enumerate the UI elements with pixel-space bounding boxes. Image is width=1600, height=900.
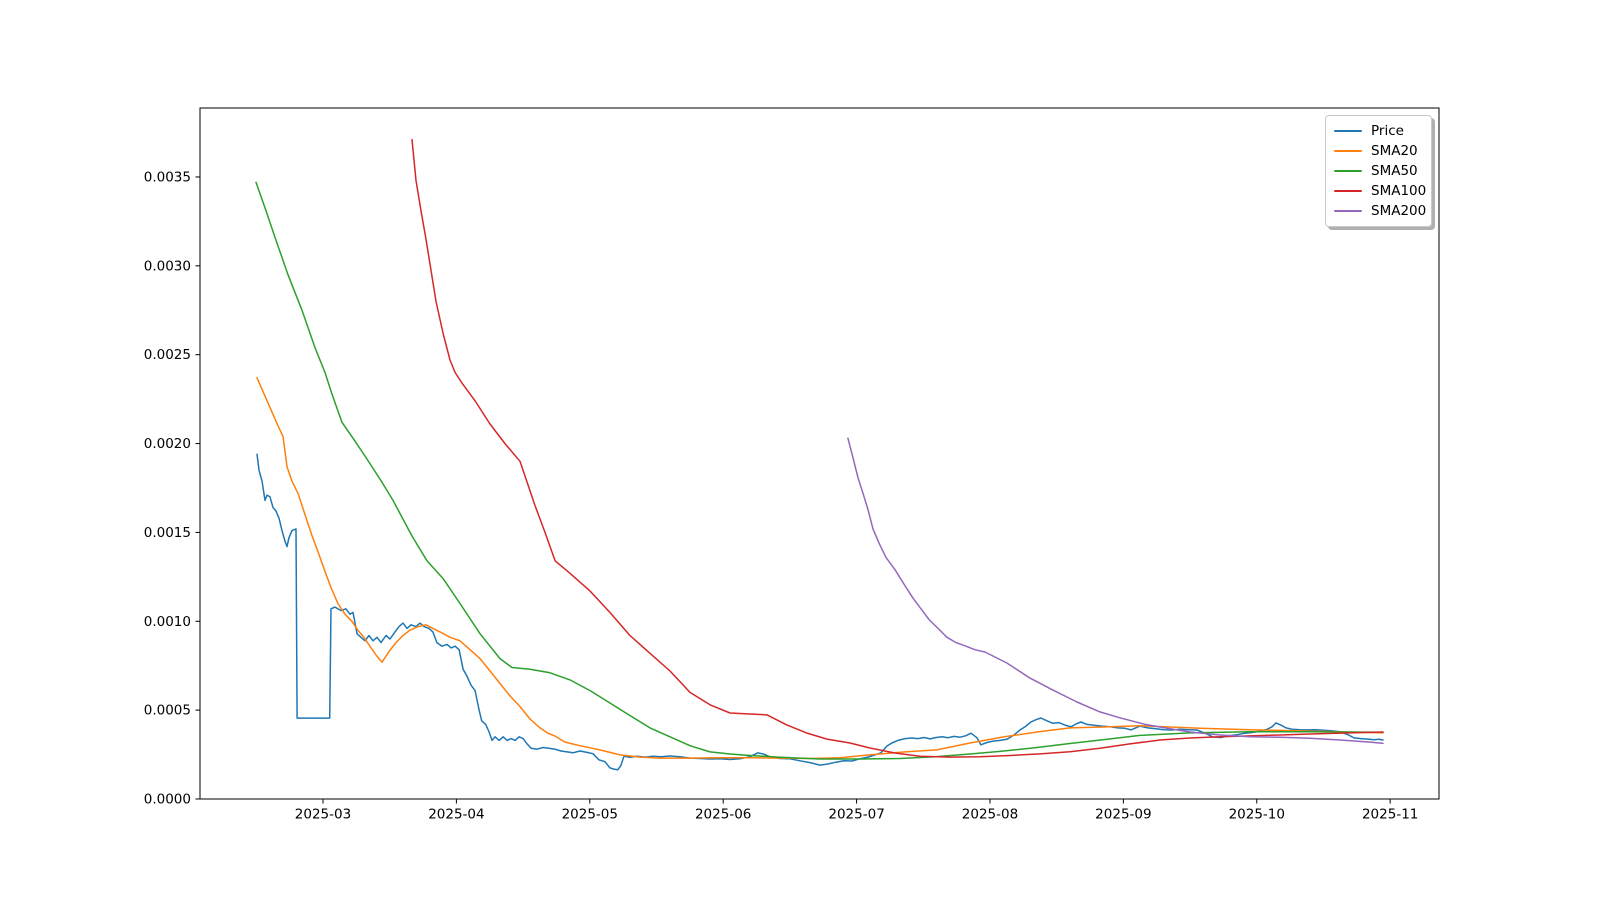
legend-line-sample-icon	[1334, 169, 1362, 173]
x-tick-label: 2025-07	[828, 807, 884, 823]
y-tick-label: 0.0010	[144, 614, 191, 630]
y-tick-label: 0.0030	[144, 258, 191, 274]
legend-item-sma20: SMA20	[1334, 141, 1425, 161]
x-tick-label: 2025-10	[1229, 807, 1285, 823]
x-tick-label: 2025-04	[428, 807, 484, 823]
legend-item-sma100: SMA100	[1334, 181, 1427, 201]
series-line-sma20	[256, 377, 1384, 760]
legend-item-price: Price	[1334, 121, 1425, 141]
y-tick-label: 0.0000	[144, 792, 191, 808]
legend-label: SMA50	[1371, 163, 1418, 179]
y-tick-label: 0.0035	[144, 169, 191, 185]
series-line-price	[256, 453, 1384, 771]
y-tick-label: 0.0025	[144, 347, 191, 363]
series-line-sma50	[255, 181, 1384, 760]
legend: Price SMA20 SMA50 SMA100 SMA200	[1325, 115, 1432, 227]
axes-border	[199, 107, 1440, 800]
legend-label: SMA200	[1371, 203, 1427, 219]
x-tick-label: 2025-09	[1095, 807, 1151, 823]
x-tick-label: 2025-06	[695, 807, 751, 823]
x-tick-label: 2025-08	[962, 807, 1018, 823]
series-line-sma200	[847, 437, 1384, 745]
y-tick-label: 0.0015	[144, 525, 191, 541]
legend-label: SMA100	[1371, 183, 1427, 199]
legend-label: SMA20	[1371, 143, 1418, 159]
y-tick-label: 0.0005	[144, 703, 191, 719]
x-tick-label: 2025-11	[1362, 807, 1418, 823]
x-tick-label: 2025-03	[295, 807, 351, 823]
legend-line-sample-icon	[1334, 129, 1362, 133]
legend-line-sample-icon	[1334, 149, 1362, 153]
legend-line-sample-icon	[1334, 209, 1362, 213]
legend-item-sma200: SMA200	[1334, 201, 1427, 221]
legend-item-sma50: SMA50	[1334, 161, 1425, 181]
legend-line-sample-icon	[1334, 189, 1362, 193]
series-line-sma100	[411, 138, 1384, 758]
y-tick-label: 0.0020	[144, 436, 191, 452]
legend-label: Price	[1371, 123, 1404, 139]
x-tick-label: 2025-05	[562, 807, 618, 823]
